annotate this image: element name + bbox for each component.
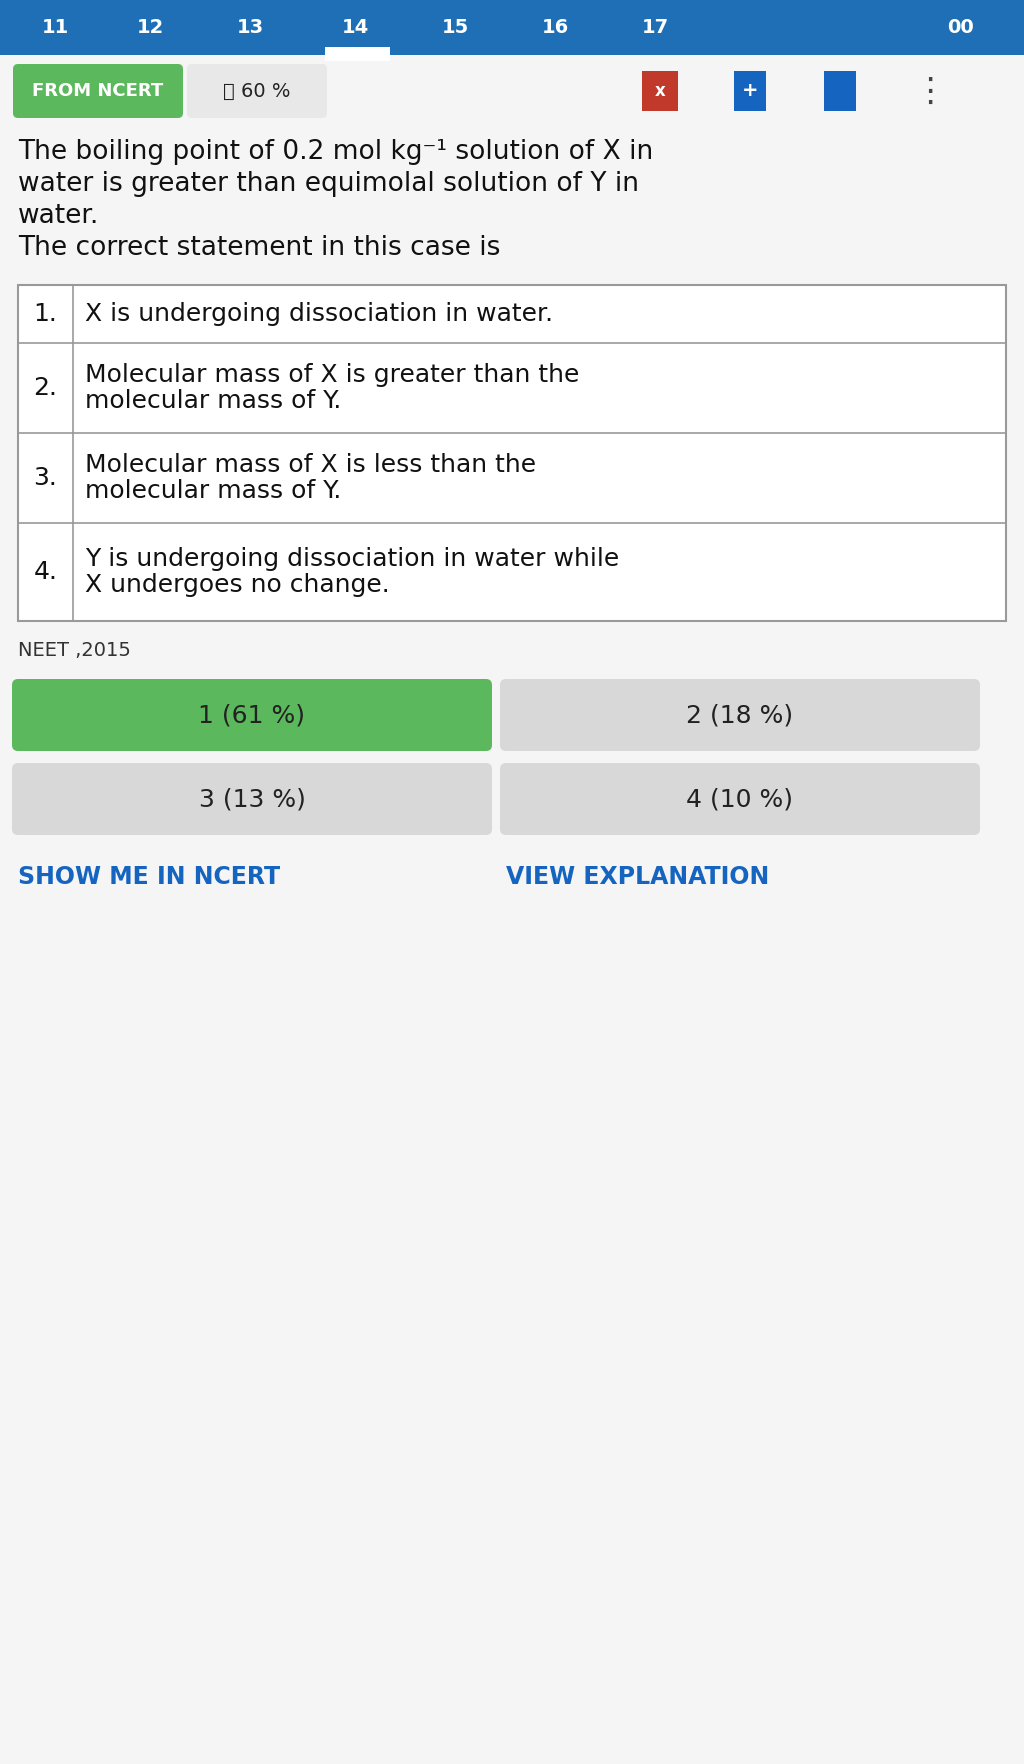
Text: 2 (18 %): 2 (18 %) [686,704,794,727]
Text: +: + [741,81,758,101]
FancyBboxPatch shape [734,71,766,111]
Text: 13: 13 [237,18,263,37]
Text: X is undergoing dissociation in water.: X is undergoing dissociation in water. [85,302,553,326]
Text: 15: 15 [441,18,469,37]
Text: 14: 14 [341,18,369,37]
Text: 11: 11 [41,18,69,37]
FancyBboxPatch shape [13,64,183,118]
Text: water is greater than equimolal solution of Y in: water is greater than equimolal solution… [18,171,639,198]
Text: 2.: 2. [34,376,57,400]
FancyBboxPatch shape [500,764,980,834]
FancyBboxPatch shape [18,286,1006,621]
Text: 4 (10 %): 4 (10 %) [686,787,794,811]
Text: 17: 17 [641,18,669,37]
Text: 1.: 1. [34,302,57,326]
Text: water.: water. [18,203,99,229]
FancyBboxPatch shape [12,679,492,751]
Text: ⋮: ⋮ [913,74,946,108]
Text: x: x [654,81,666,101]
Text: Y is undergoing dissociation in water while: Y is undergoing dissociation in water wh… [85,547,620,572]
FancyBboxPatch shape [824,71,856,111]
Text: 1 (61 %): 1 (61 %) [199,704,305,727]
FancyBboxPatch shape [12,764,492,834]
Text: 4.: 4. [34,559,57,584]
Text: VIEW EXPLANATION: VIEW EXPLANATION [506,864,769,889]
Text: Molecular mass of X is less than the: Molecular mass of X is less than the [85,453,537,476]
Text: The correct statement in this case is: The correct statement in this case is [18,235,501,261]
FancyBboxPatch shape [0,0,1024,55]
Text: FROM NCERT: FROM NCERT [33,81,164,101]
Text: X undergoes no change.: X undergoes no change. [85,573,390,596]
FancyBboxPatch shape [500,679,980,751]
Text: NEET ,2015: NEET ,2015 [18,640,131,660]
Text: 👍 60 %: 👍 60 % [223,81,291,101]
Text: 12: 12 [136,18,164,37]
FancyBboxPatch shape [642,71,678,111]
Text: The boiling point of 0.2 mol kg⁻¹ solution of X in: The boiling point of 0.2 mol kg⁻¹ soluti… [18,139,653,166]
FancyBboxPatch shape [187,64,327,118]
Text: Molecular mass of X is greater than the: Molecular mass of X is greater than the [85,363,580,386]
FancyBboxPatch shape [325,48,390,62]
Text: molecular mass of Y.: molecular mass of Y. [85,390,341,413]
Text: molecular mass of Y.: molecular mass of Y. [85,480,341,503]
Text: 16: 16 [542,18,568,37]
Text: SHOW ME IN NCERT: SHOW ME IN NCERT [18,864,281,889]
Text: 00: 00 [946,18,974,37]
Text: 3 (13 %): 3 (13 %) [199,787,305,811]
Text: 3.: 3. [34,466,57,490]
